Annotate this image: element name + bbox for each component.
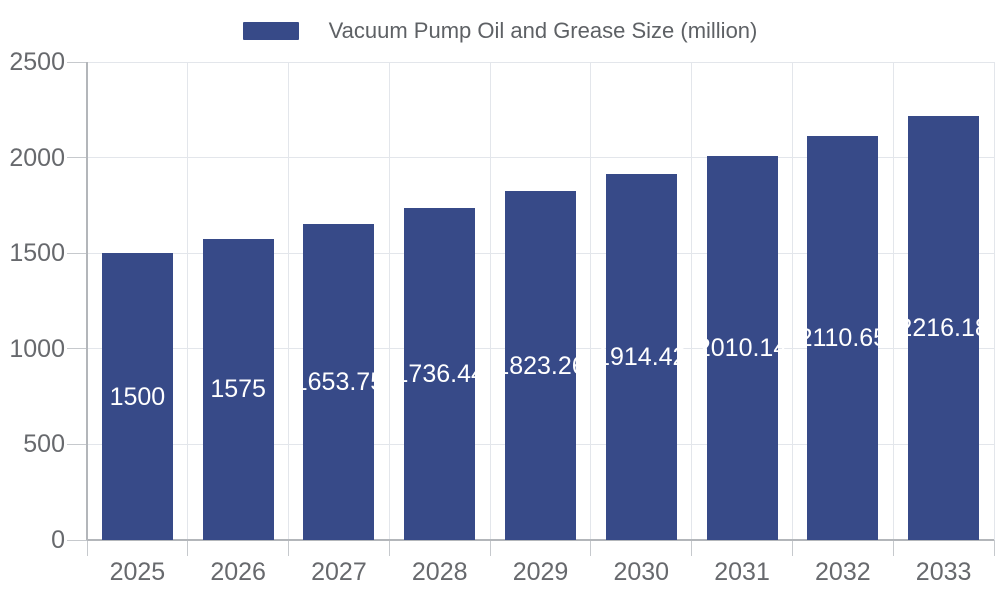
bar-2028[interactable]: [404, 207, 476, 540]
x-axis-tick: [288, 540, 290, 556]
gridline-vertical: [993, 62, 995, 540]
y-axis-tick: [67, 61, 87, 63]
y-axis-label: 0: [51, 526, 65, 554]
bar-2025[interactable]: [101, 253, 173, 540]
x-axis-tick: [489, 540, 491, 556]
bar-value-label: 1500: [109, 382, 166, 411]
y-axis-tick: [67, 157, 87, 159]
bar-2027[interactable]: [303, 223, 375, 540]
bar-2026[interactable]: [202, 238, 274, 540]
bar-value-label: 2110.65: [798, 324, 888, 353]
legend-item[interactable]: Vacuum Pump Oil and Grease Size (million…: [0, 14, 1000, 48]
gridline-vertical: [892, 62, 894, 540]
x-axis-line: [87, 539, 994, 541]
x-axis-label-2029: 2029: [512, 558, 569, 586]
legend-label: Vacuum Pump Oil and Grease Size (million…: [328, 18, 758, 43]
x-axis-tick: [791, 540, 793, 556]
bar-2032[interactable]: [807, 136, 879, 540]
x-axis-label-2032: 2032: [815, 558, 871, 586]
bar-value-label: 1823.26: [495, 351, 586, 380]
x-axis-tick: [86, 540, 88, 556]
x-axis-tick: [993, 540, 995, 556]
x-axis-tick: [892, 540, 894, 556]
bar-value-label: 1653.75: [293, 367, 385, 396]
y-axis-tick: [67, 348, 87, 350]
x-axis-tick: [388, 540, 390, 556]
x-axis-label-2028: 2028: [411, 558, 468, 586]
gridline-vertical: [187, 62, 189, 540]
bar-2033[interactable]: [908, 116, 980, 540]
bar-2030[interactable]: [605, 173, 677, 540]
y-axis-label: 500: [23, 430, 65, 459]
y-axis-label: 1000: [9, 334, 65, 363]
y-axis-label: 2500: [9, 48, 65, 76]
gridline-vertical: [691, 62, 693, 540]
legend-swatch: [242, 22, 299, 40]
y-axis-label: 2000: [9, 143, 65, 172]
bar-2029[interactable]: [505, 191, 576, 540]
gridline-vertical: [590, 62, 592, 540]
x-axis-label-2027: 2027: [311, 558, 367, 586]
bar-value-label: 1914.42: [596, 342, 687, 371]
x-axis-label-2031: 2031: [714, 558, 770, 586]
gridline-horizontal: [87, 61, 994, 63]
y-axis-tick: [67, 443, 87, 445]
x-axis-label-2025: 2025: [109, 558, 166, 586]
gridline-vertical: [791, 62, 793, 540]
bar-value-label: 1575: [210, 375, 266, 404]
y-axis-label: 1500: [9, 239, 65, 268]
y-axis-tick: [67, 539, 87, 541]
bar-value-label: 1736.44: [394, 359, 485, 388]
gridline-vertical: [489, 62, 491, 540]
y-axis-line: [86, 62, 88, 540]
x-axis-tick: [691, 540, 693, 556]
bar-value-label: 2216.18: [898, 314, 989, 343]
x-axis-label-2030: 2030: [613, 558, 670, 586]
y-axis-tick: [67, 252, 87, 254]
x-axis-tick: [590, 540, 592, 556]
x-axis-label-2033: 2033: [915, 558, 972, 586]
x-axis-label-2026: 2026: [210, 558, 266, 586]
bar-value-label: 2010.14: [696, 333, 788, 362]
x-axis-tick: [187, 540, 189, 556]
bar-2031[interactable]: [706, 155, 778, 540]
gridline-vertical: [288, 62, 290, 540]
gridline-horizontal: [87, 157, 994, 159]
gridline-vertical: [388, 62, 390, 540]
